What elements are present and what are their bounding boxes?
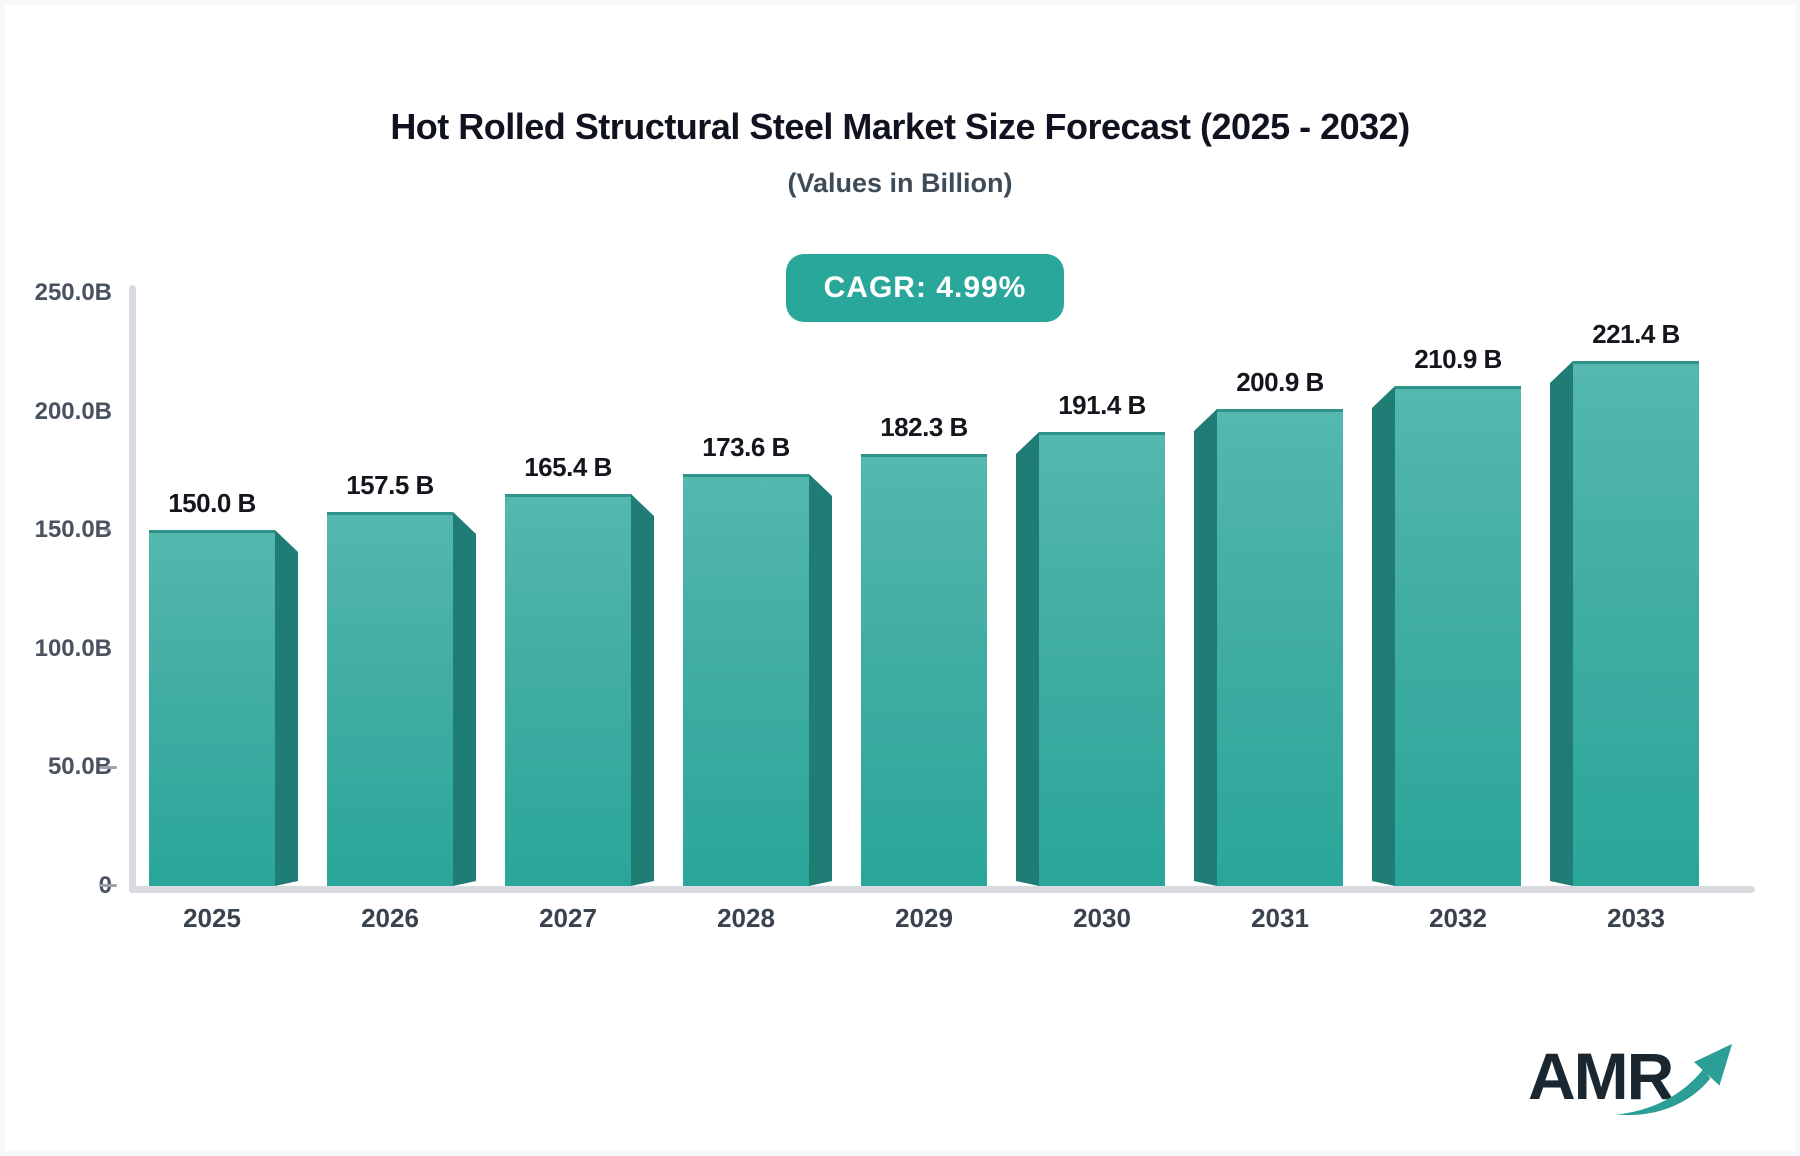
- bar-2032: 210.9 B 2032: [1395, 344, 1521, 933]
- bar-face: [327, 512, 453, 886]
- bar-face: [1395, 386, 1521, 886]
- bar-3d-side: [809, 474, 832, 886]
- bar-value-label: 210.9 B: [1414, 344, 1502, 374]
- x-axis-label: 2031: [1251, 903, 1309, 933]
- x-axis-label: 2033: [1607, 903, 1665, 933]
- y-axis-tick-label: 250.0B: [34, 279, 112, 306]
- bar-face: [1217, 409, 1343, 886]
- bar-face: [1573, 361, 1699, 886]
- bar-face: [861, 454, 987, 886]
- bar-2028: 173.6 B 2028: [683, 432, 809, 933]
- bar-3d-side: [1372, 386, 1395, 886]
- bar-2026: 157.5 B 2026: [327, 470, 453, 933]
- chart-title: Hot Rolled Structural Steel Market Size …: [390, 106, 1410, 147]
- bar-value-label: 165.4 B: [524, 452, 612, 482]
- x-axis-label: 2027: [539, 903, 597, 933]
- x-axis-label: 2028: [717, 903, 775, 933]
- y-axis-tick-mark: [100, 884, 117, 887]
- amr-logo-text: AMR: [1528, 1039, 1674, 1113]
- bar-3d-side: [1550, 361, 1573, 886]
- y-axis-line: [129, 285, 136, 893]
- bar-face: [505, 494, 631, 886]
- x-axis-baseline: [129, 886, 1755, 893]
- x-axis-label: 2026: [361, 903, 419, 933]
- y-axis-tick-label: 0: [0, 871, 112, 901]
- y-axis-tick-label: 150.0B: [34, 516, 112, 543]
- bar-3d-side: [1016, 432, 1039, 886]
- x-axis-label: 2029: [895, 903, 953, 933]
- bar-3d-side: [275, 530, 298, 886]
- chart-subtitle: (Values in Billion): [787, 168, 1013, 198]
- bar-value-label: 182.3 B: [880, 412, 968, 442]
- bar-value-label: 221.4 B: [1592, 319, 1680, 349]
- bar-face: [149, 530, 275, 886]
- x-axis-label: 2032: [1429, 903, 1487, 933]
- y-axis-tick-label: 50.0B: [47, 753, 112, 780]
- bar-value-label: 173.6 B: [702, 432, 790, 462]
- x-axis-label: 2030: [1073, 903, 1131, 933]
- amr-logo: AMR: [1528, 1028, 1768, 1133]
- bar-2030: 191.4 B 2030: [1039, 390, 1165, 933]
- bar-2029: 182.3 B 2029: [861, 412, 987, 933]
- growth-arrow-icon: [1616, 1043, 1733, 1116]
- y-axis-tick-mark: [100, 766, 117, 769]
- y-axis-tick-label: 100.0B: [34, 635, 112, 662]
- bar-face: [683, 474, 809, 886]
- y-axis-tick-label: 200.0B: [34, 398, 112, 425]
- bar-2033: 221.4 B 2033: [1573, 319, 1699, 933]
- y-axis-tick-mark: [104, 529, 110, 532]
- bar-value-label: 157.5 B: [346, 470, 434, 500]
- bar-3d-side: [1194, 409, 1217, 886]
- x-axis-label: 2025: [183, 903, 241, 933]
- bar-value-label: 200.9 B: [1236, 367, 1324, 397]
- cagr-badge: CAGR: 4.99%: [786, 254, 1064, 322]
- bar-face: [1039, 432, 1165, 886]
- bar-3d-side: [631, 494, 654, 886]
- bar-value-label: 150.0 B: [168, 488, 256, 518]
- bar-2031: 200.9 B 2031: [1217, 367, 1343, 933]
- bar-value-label: 191.4 B: [1058, 390, 1146, 420]
- bar-3d-side: [453, 512, 476, 886]
- bar-2027: 165.4 B 2027: [505, 452, 631, 933]
- bar-2025: 150.0 B 2025: [149, 488, 275, 933]
